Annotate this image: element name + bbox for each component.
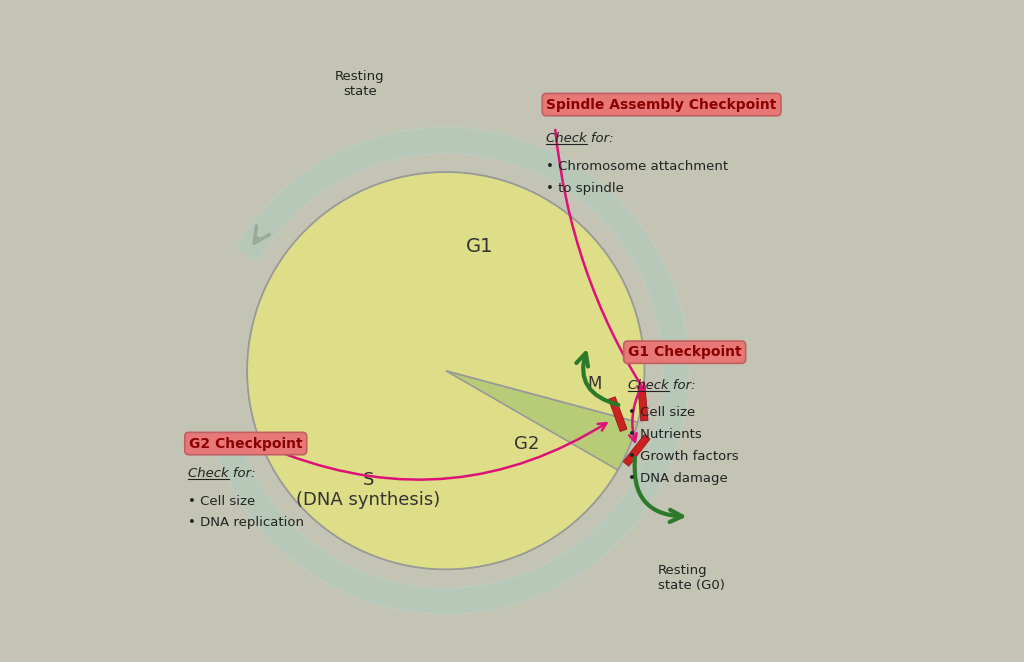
Text: Spindle Assembly Checkpoint: Spindle Assembly Checkpoint	[547, 97, 777, 112]
Text: G2: G2	[514, 435, 540, 453]
Text: G1 Checkpoint: G1 Checkpoint	[628, 345, 741, 359]
Text: • to spindle: • to spindle	[547, 182, 625, 195]
Text: • Growth factors: • Growth factors	[628, 450, 738, 463]
Text: Resting
state (G0): Resting state (G0)	[657, 564, 725, 592]
Text: • Cell size: • Cell size	[187, 495, 255, 508]
Wedge shape	[247, 172, 644, 470]
Text: Resting
state: Resting state	[335, 70, 385, 97]
Text: G1: G1	[466, 236, 493, 256]
Text: Check for:: Check for:	[628, 379, 695, 392]
Text: Check for:: Check for:	[547, 132, 614, 146]
Bar	[638, 386, 648, 421]
Text: G2 Checkpoint: G2 Checkpoint	[189, 436, 302, 451]
Text: • DNA replication: • DNA replication	[187, 516, 304, 530]
Text: Check for:: Check for:	[187, 467, 255, 480]
Bar	[608, 397, 627, 432]
Text: M: M	[587, 375, 601, 393]
Wedge shape	[445, 371, 638, 551]
Text: • Nutrients: • Nutrients	[628, 428, 701, 442]
Wedge shape	[247, 371, 529, 569]
Bar	[623, 435, 650, 466]
Text: S
(DNA synthesis): S (DNA synthesis)	[296, 471, 440, 510]
Text: • DNA damage: • DNA damage	[628, 472, 728, 485]
Text: • Cell size: • Cell size	[628, 406, 695, 420]
Text: • Chromosome attachment: • Chromosome attachment	[547, 160, 728, 173]
Wedge shape	[247, 172, 644, 569]
